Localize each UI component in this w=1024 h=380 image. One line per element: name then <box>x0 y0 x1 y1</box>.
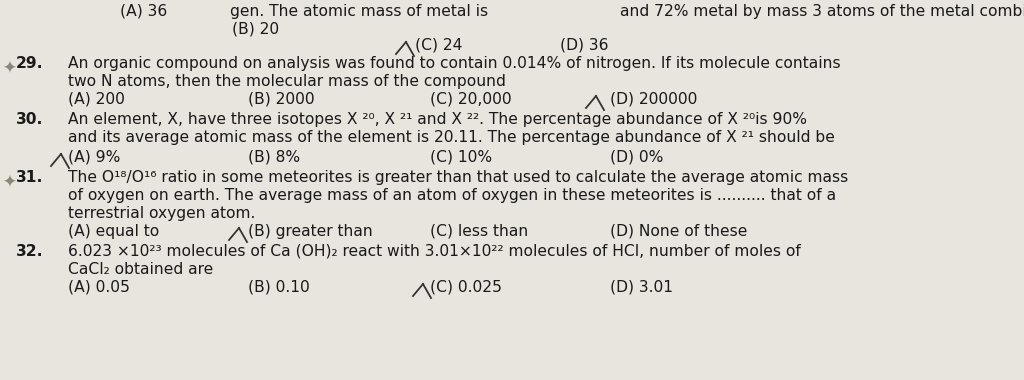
Text: of oxygen on earth. The average mass of an atom of oxygen in these meteorites is: of oxygen on earth. The average mass of … <box>68 188 837 203</box>
Text: (D) 0%: (D) 0% <box>610 150 664 165</box>
Text: (A) 200: (A) 200 <box>68 92 125 107</box>
Text: (A) equal to: (A) equal to <box>68 224 160 239</box>
Text: (C) 20,000: (C) 20,000 <box>430 92 512 107</box>
Text: two N atoms, then the molecular mass of the compound: two N atoms, then the molecular mass of … <box>68 74 506 89</box>
Text: 31.: 31. <box>16 170 43 185</box>
Text: (B) greater than: (B) greater than <box>248 224 373 239</box>
Text: CaCl₂ obtained are: CaCl₂ obtained are <box>68 262 213 277</box>
Text: (A) 0.05: (A) 0.05 <box>68 280 130 295</box>
Text: and its average atomic mass of the element is 20.11. The percentage abundance of: and its average atomic mass of the eleme… <box>68 130 835 145</box>
Text: (A) 9%: (A) 9% <box>68 150 121 165</box>
Text: and 72% metal by mass 3 atoms of the metal combine with 2: and 72% metal by mass 3 atoms of the met… <box>620 4 1024 19</box>
Text: An organic compound on analysis was found to contain 0.014% of nitrogen. If its : An organic compound on analysis was foun… <box>68 56 841 71</box>
Text: terrestrial oxygen atom.: terrestrial oxygen atom. <box>68 206 255 221</box>
Text: 29.: 29. <box>16 56 44 71</box>
Text: An element, X, have three isotopes X ²⁰, X ²¹ and X ²². The percentage abundance: An element, X, have three isotopes X ²⁰,… <box>68 112 807 127</box>
Text: ✦: ✦ <box>2 174 16 192</box>
Text: The O¹⁸/O¹⁶ ratio in some meteorites is greater than that used to calculate the : The O¹⁸/O¹⁶ ratio in some meteorites is … <box>68 170 848 185</box>
Text: 30.: 30. <box>16 112 43 127</box>
Text: (C) 24: (C) 24 <box>415 38 463 53</box>
Text: (B) 2000: (B) 2000 <box>248 92 314 107</box>
Text: (D) 36: (D) 36 <box>560 38 608 53</box>
Text: (D) 3.01: (D) 3.01 <box>610 280 673 295</box>
Text: ✦: ✦ <box>2 60 16 78</box>
Text: (D) None of these: (D) None of these <box>610 224 748 239</box>
Text: (B) 8%: (B) 8% <box>248 150 300 165</box>
Text: 32.: 32. <box>16 244 44 259</box>
Text: 6.023 ×10²³ molecules of Ca (OH)₂ react with 3.01×10²² molecules of HCl, number : 6.023 ×10²³ molecules of Ca (OH)₂ react … <box>68 244 801 259</box>
Text: (B) 20: (B) 20 <box>232 22 280 37</box>
Text: (C) 10%: (C) 10% <box>430 150 493 165</box>
Text: (B) 0.10: (B) 0.10 <box>248 280 309 295</box>
Text: (C) 0.025: (C) 0.025 <box>430 280 502 295</box>
Text: (C) less than: (C) less than <box>430 224 528 239</box>
Text: (D) 200000: (D) 200000 <box>610 92 697 107</box>
Text: gen. The atomic mass of metal is: gen. The atomic mass of metal is <box>230 4 488 19</box>
Text: (A) 36: (A) 36 <box>120 4 167 19</box>
